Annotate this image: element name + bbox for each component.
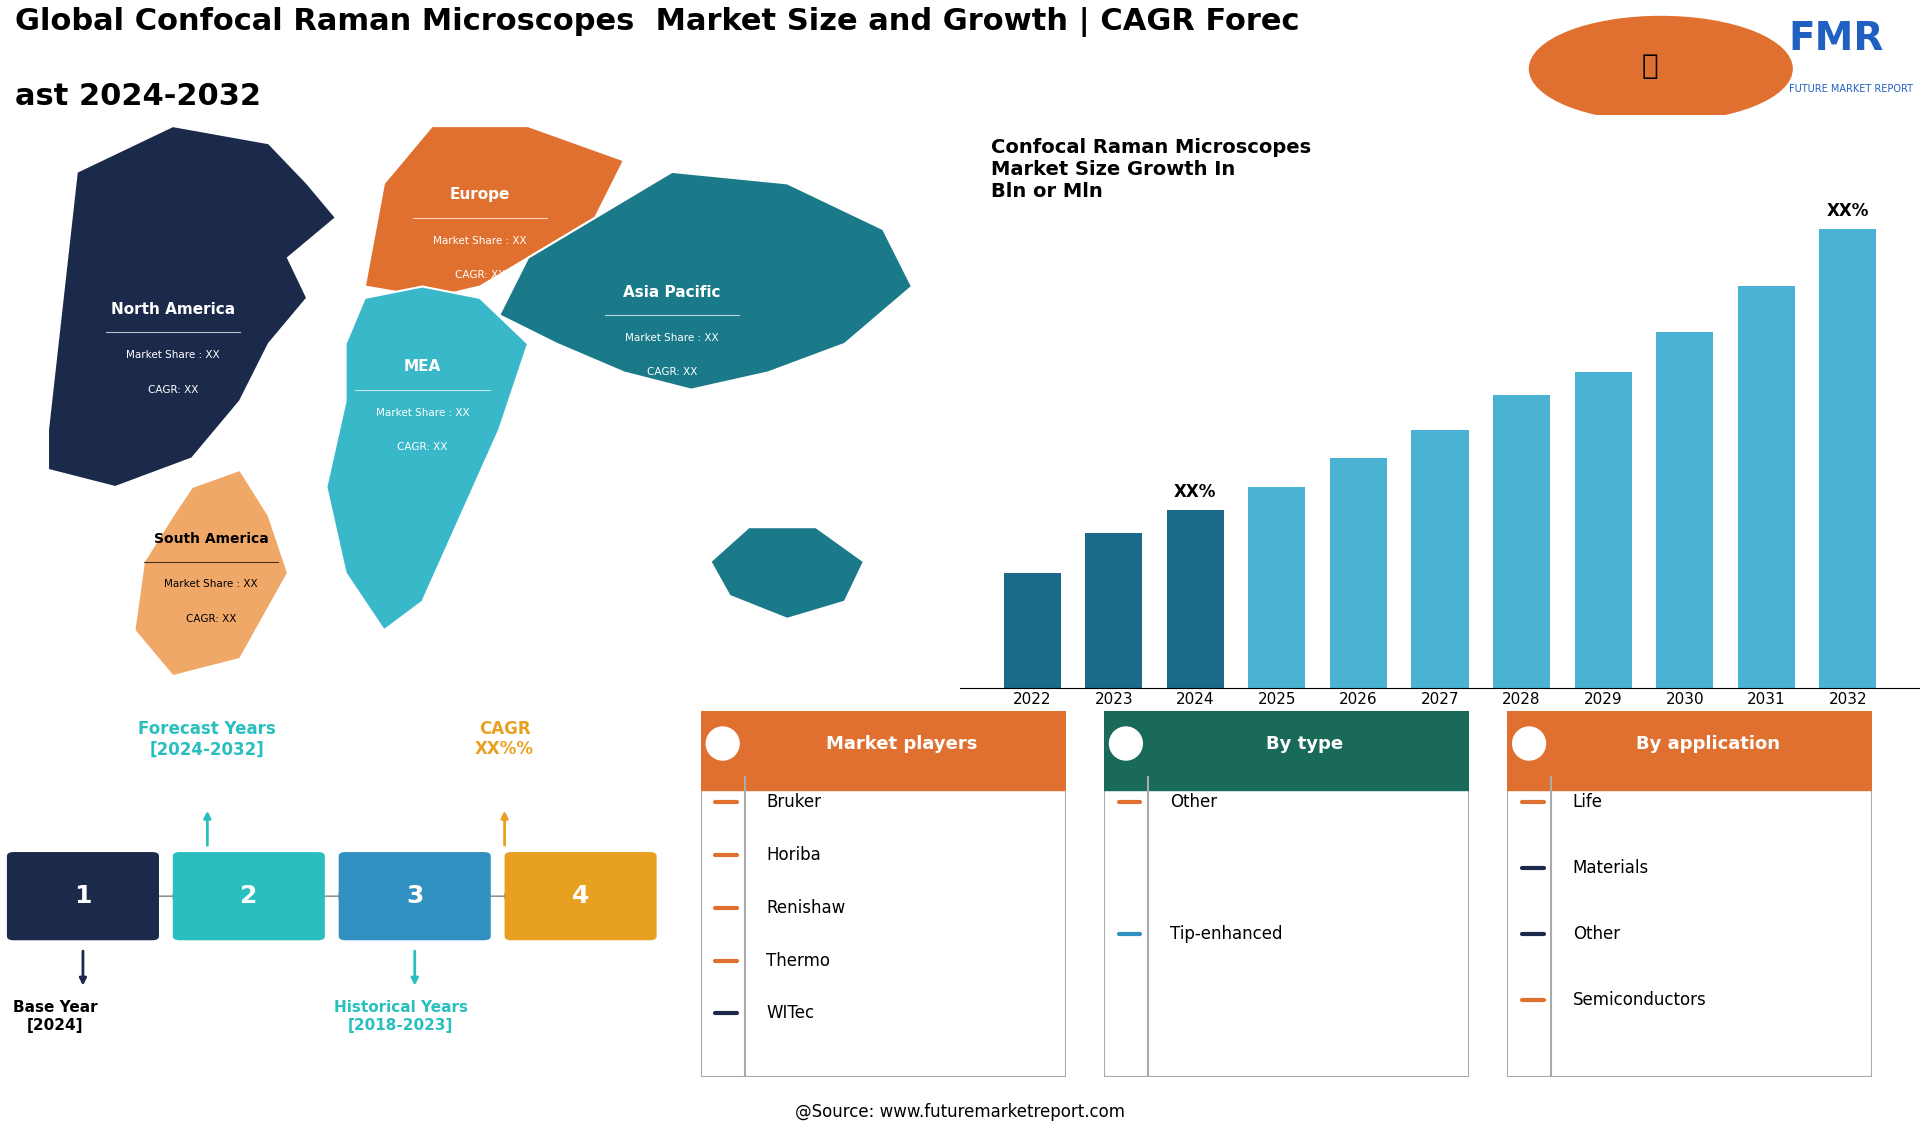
Bar <box>1248 487 1306 688</box>
Bar <box>1494 395 1549 688</box>
Text: Bruker: Bruker <box>766 793 822 811</box>
Text: North America: North America <box>111 301 234 317</box>
Text: FMR: FMR <box>1789 19 1884 57</box>
Text: Market Share : XX: Market Share : XX <box>376 408 468 417</box>
Circle shape <box>1110 727 1142 760</box>
Text: By application: By application <box>1636 735 1780 753</box>
Bar <box>1820 229 1876 688</box>
Text: Historical Years
[2018-2023]: Historical Years [2018-2023] <box>334 1000 468 1033</box>
Text: CAGR
XX%%: CAGR XX%% <box>474 720 534 759</box>
Text: 4: 4 <box>572 885 589 908</box>
Text: XX%: XX% <box>1826 202 1868 220</box>
Text: Forecast Years
[2024-2032]: Forecast Years [2024-2032] <box>138 720 276 759</box>
FancyBboxPatch shape <box>505 853 657 940</box>
Text: @Source: www.futuremarketreport.com: @Source: www.futuremarketreport.com <box>795 1102 1125 1121</box>
FancyBboxPatch shape <box>1089 696 1484 791</box>
Polygon shape <box>365 126 624 298</box>
Text: Asia Pacific: Asia Pacific <box>624 284 720 300</box>
Text: By type: By type <box>1265 735 1344 753</box>
Text: Market Share : XX: Market Share : XX <box>165 580 257 589</box>
Bar <box>1657 332 1713 688</box>
FancyBboxPatch shape <box>685 696 1081 791</box>
Polygon shape <box>134 470 288 676</box>
Text: XX%: XX% <box>1175 482 1217 501</box>
Text: Market Share : XX: Market Share : XX <box>626 333 718 343</box>
Bar <box>1167 510 1223 688</box>
Text: 3: 3 <box>405 885 424 908</box>
Text: Horiba: Horiba <box>766 846 822 864</box>
Text: FUTURE MARKET REPORT: FUTURE MARKET REPORT <box>1789 85 1912 94</box>
Polygon shape <box>326 286 528 630</box>
Text: Confocal Raman Microscopes
Market Size Growth In
Bln or Mln: Confocal Raman Microscopes Market Size G… <box>991 138 1311 201</box>
Bar <box>1085 533 1142 688</box>
FancyBboxPatch shape <box>701 777 1066 1077</box>
Text: CAGR: XX: CAGR: XX <box>647 368 697 377</box>
Text: Semiconductors: Semiconductors <box>1572 991 1707 1010</box>
Text: CAGR: XX: CAGR: XX <box>397 442 447 452</box>
Bar <box>1411 430 1469 688</box>
Text: CAGR: XX: CAGR: XX <box>148 385 198 394</box>
FancyBboxPatch shape <box>173 853 324 940</box>
Polygon shape <box>48 126 336 487</box>
Text: MEA: MEA <box>403 359 442 375</box>
Text: Market Share : XX: Market Share : XX <box>127 351 219 360</box>
Text: Life: Life <box>1572 793 1603 811</box>
Text: ast 2024-2032: ast 2024-2032 <box>15 83 261 111</box>
Text: CAGR: XX: CAGR: XX <box>455 270 505 280</box>
Circle shape <box>1530 16 1791 121</box>
Text: Global Confocal Raman Microscopes  Market Size and Growth | CAGR Forec: Global Confocal Raman Microscopes Market… <box>15 8 1300 38</box>
Circle shape <box>1513 727 1546 760</box>
Bar <box>1331 458 1386 688</box>
Text: Materials: Materials <box>1572 860 1649 877</box>
Circle shape <box>707 727 739 760</box>
Text: CAGR: XX: CAGR: XX <box>186 614 236 623</box>
Text: 1: 1 <box>75 885 92 908</box>
Text: WITec: WITec <box>766 1004 814 1022</box>
Text: 🔬: 🔬 <box>1642 52 1659 80</box>
Text: Tip-enhanced: Tip-enhanced <box>1169 925 1283 943</box>
Bar <box>1574 372 1632 688</box>
FancyBboxPatch shape <box>8 853 159 940</box>
FancyBboxPatch shape <box>1492 696 1887 791</box>
FancyBboxPatch shape <box>338 853 492 940</box>
Bar <box>1738 286 1795 688</box>
Text: Europe: Europe <box>449 187 511 203</box>
FancyBboxPatch shape <box>1104 777 1469 1077</box>
Polygon shape <box>710 527 864 619</box>
Text: Base Year
[2024]: Base Year [2024] <box>13 1000 98 1033</box>
Text: South America: South America <box>154 532 269 545</box>
FancyBboxPatch shape <box>1507 777 1872 1077</box>
Polygon shape <box>499 172 912 390</box>
Text: Thermo: Thermo <box>766 951 831 970</box>
Text: Other: Other <box>1572 925 1620 943</box>
Text: 2: 2 <box>240 885 257 908</box>
Bar <box>1004 573 1060 688</box>
Text: Market players: Market players <box>826 735 977 753</box>
Text: Renishaw: Renishaw <box>766 898 845 917</box>
Text: Market Share : XX: Market Share : XX <box>434 236 526 245</box>
Text: Other: Other <box>1169 793 1217 811</box>
